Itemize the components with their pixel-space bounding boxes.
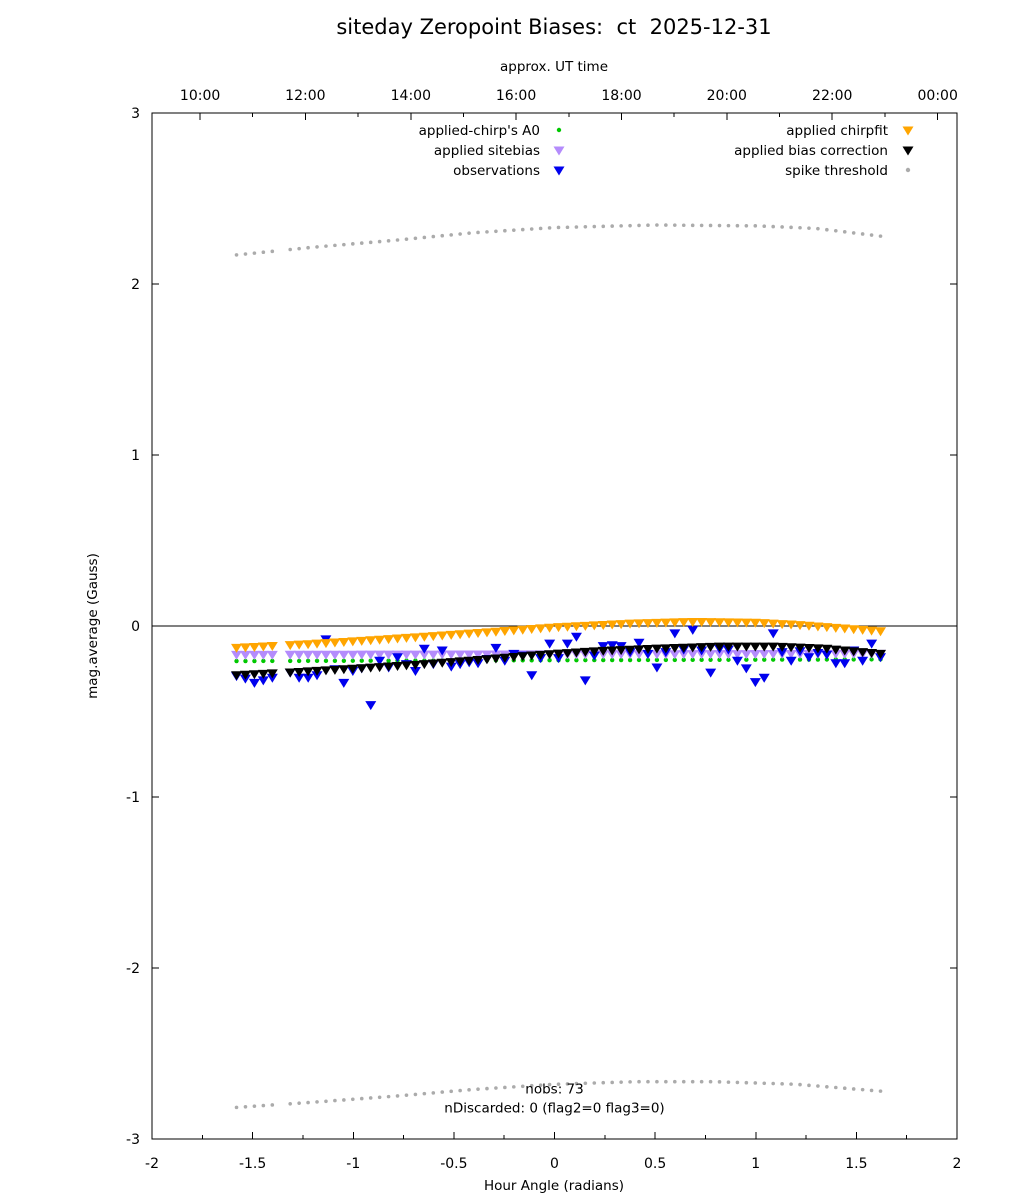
- y-tick-label: 0: [131, 619, 140, 635]
- x2-tick-label: 10:00: [180, 88, 220, 104]
- legend-label: applied sitebias: [434, 143, 540, 159]
- x-tick-label: 1.5: [845, 1156, 867, 1172]
- y-tick-label: -2: [126, 961, 140, 977]
- x-tick-label: -1: [346, 1156, 360, 1172]
- x2-tick-label: 00:00: [918, 88, 958, 104]
- x-tick-label: -2: [145, 1156, 159, 1172]
- legend-label: applied-chirp's A0: [419, 123, 540, 139]
- x2-tick-label: 20:00: [707, 88, 747, 104]
- series-layer: [231, 223, 887, 1110]
- y-axis-ticks: 3 2 1 0 -1 -2 -3: [126, 106, 957, 1148]
- y-axis-label: mag.average (Gauss): [85, 553, 101, 699]
- x-axis-ticks: -2 -1.5 -1 -0.5 0 0.5 1 1.5 2: [145, 1132, 961, 1172]
- annotation-text: nobs: 73: [525, 1082, 583, 1098]
- y-tick-label: 1: [131, 448, 140, 464]
- series-applied-chirpfit: [231, 617, 887, 653]
- x2-tick-label: 22:00: [812, 88, 852, 104]
- legend: applied-chirp's A0 applied sitebias observ…: [419, 123, 914, 179]
- annotations-layer: nobs: 73 nDiscarded: 0 (flag2=0 flag3=0): [444, 1082, 664, 1117]
- y-tick-label: 3: [131, 106, 140, 122]
- x-tick-label: -0.5: [440, 1156, 467, 1172]
- series-spike-threshold-upper: [234, 223, 883, 257]
- x2-axis-label: approx. UT time: [500, 59, 608, 75]
- x-tick-label: -1.5: [239, 1156, 266, 1172]
- legend-label: spike threshold: [785, 163, 888, 179]
- y-tick-label: -1: [126, 790, 140, 806]
- legend-label: applied bias correction: [734, 143, 888, 159]
- x-tick-label: 1: [751, 1156, 760, 1172]
- x2-tick-label: 18:00: [601, 88, 641, 104]
- x2-axis-ticks: 10:00 12:00 14:00 16:00 18:00 20:00 22:00 00:00: [180, 88, 958, 120]
- x-tick-label: 2: [953, 1156, 962, 1172]
- legend-label: applied chirpfit: [786, 123, 888, 139]
- x-axis-label: Hour Angle (radians): [484, 1178, 624, 1194]
- chart-title: siteday Zeropoint Biases: ct 2025-12-31: [336, 15, 771, 39]
- legend-label: observations: [453, 163, 540, 179]
- x2-tick-label: 16:00: [496, 88, 536, 104]
- series-applied-bias-correction: [231, 642, 887, 681]
- x2-tick-label: 12:00: [285, 88, 325, 104]
- series-spike-threshold-lower: [234, 1079, 883, 1110]
- y-tick-label: -3: [126, 1132, 140, 1148]
- y-tick-label: 2: [131, 277, 140, 293]
- annotation-text: nDiscarded: 0 (flag2=0 flag3=0): [444, 1100, 664, 1116]
- x-tick-label: 0: [550, 1156, 559, 1172]
- x-tick-label: 0.5: [644, 1156, 666, 1172]
- x2-tick-label: 14:00: [391, 88, 431, 104]
